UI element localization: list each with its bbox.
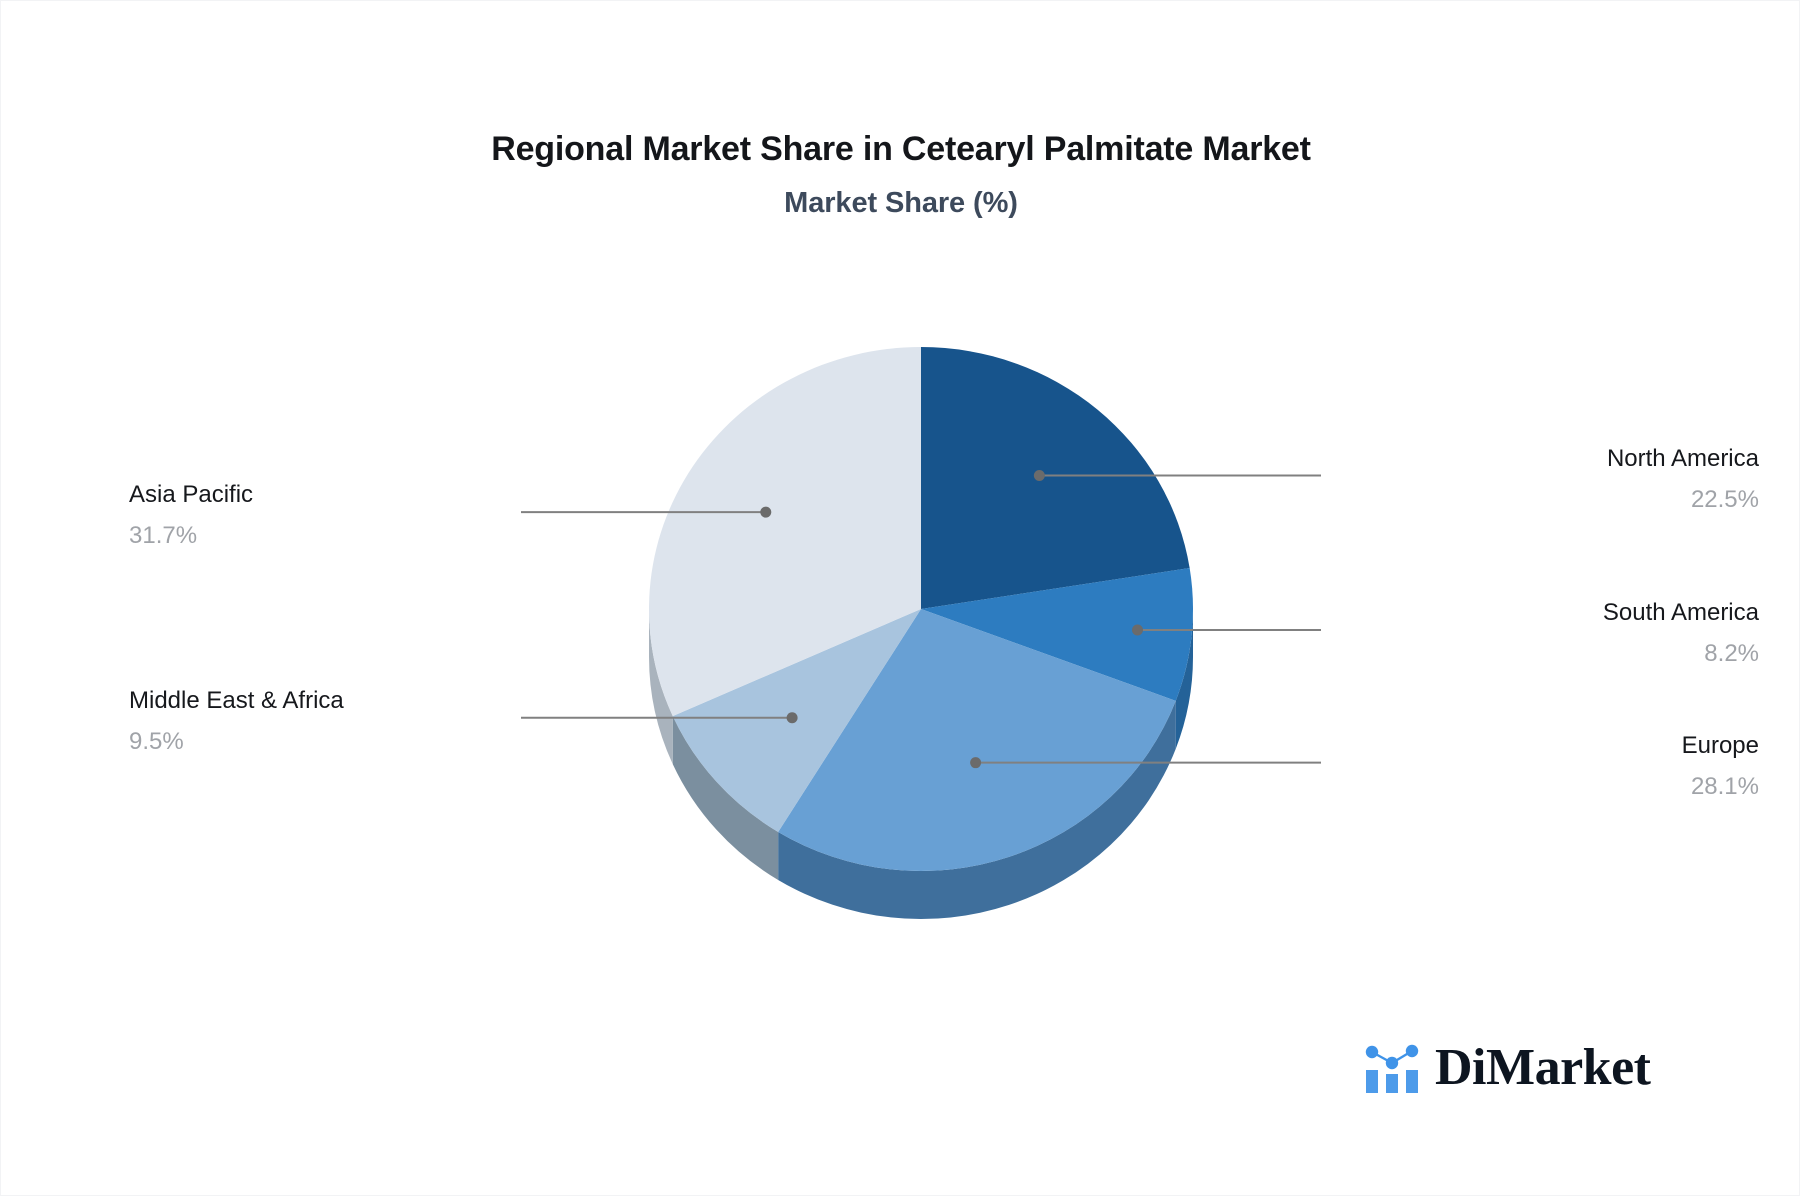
pie-slices — [649, 347, 1193, 871]
pie-slice-asia-pacific[interactable] — [649, 347, 921, 717]
callout-label-middle-east-africa: Middle East & Africa 9.5% — [129, 686, 589, 757]
brand-name: DiMarket — [1435, 1039, 1651, 1096]
chart-subtitle: Market Share (%) — [784, 186, 1018, 219]
callout-label-europe: Europe 28.1% — [1299, 731, 1759, 802]
callout-name-north-america: North America — [1606, 444, 1759, 472]
callout-value-middle-east-africa: 9.5% — [129, 727, 184, 755]
pie-slice-side — [672, 716, 779, 880]
pie-slice-europe[interactable] — [778, 609, 1176, 871]
pie-3d-side-walls — [649, 609, 1193, 920]
callout-name-asia-pacific: Asia Pacific — [129, 481, 254, 509]
callout-name-europe: Europe — [1681, 731, 1759, 759]
callout-label-south-america: South America 8.2% — [1299, 598, 1759, 669]
callout-label-asia-pacific: Asia Pacific 31.7% — [129, 480, 589, 551]
pie-slice-side — [1175, 609, 1193, 749]
pie-slice-side — [778, 700, 1176, 920]
callout-value-north-america: 22.5% — [1690, 485, 1759, 513]
callout-label-north-america: North America 22.5% — [1299, 444, 1759, 515]
leader-dot — [1033, 470, 1045, 482]
pie-slice-south-america[interactable] — [921, 568, 1193, 701]
pie-slice-side — [649, 609, 673, 765]
callout-value-south-america: 8.2% — [1704, 640, 1759, 668]
pie-chart-svg — [76, 347, 1766, 920]
callout-name-south-america: South America — [1602, 599, 1759, 627]
leader-dot — [786, 712, 798, 724]
page-title: Regional Market Share in Cetearyl Palmit… — [491, 130, 1311, 168]
title-block: Regional Market Share in Cetearyl Palmit… — [1, 129, 1800, 221]
leader-dot — [970, 757, 982, 769]
brand-logo: DiMarket — [1363, 1039, 1651, 1096]
pie-slice-north-america[interactable] — [921, 347, 1190, 609]
leader-dot — [1132, 624, 1144, 636]
callout-value-asia-pacific: 31.7% — [129, 522, 198, 550]
leader-dot — [760, 506, 772, 518]
bar-chart-logo-icon — [1365, 1044, 1419, 1093]
pie-chart — [76, 331, 1766, 991]
callout-value-europe: 28.1% — [1690, 772, 1759, 800]
callout-name-middle-east-africa: Middle East & Africa — [129, 686, 344, 714]
